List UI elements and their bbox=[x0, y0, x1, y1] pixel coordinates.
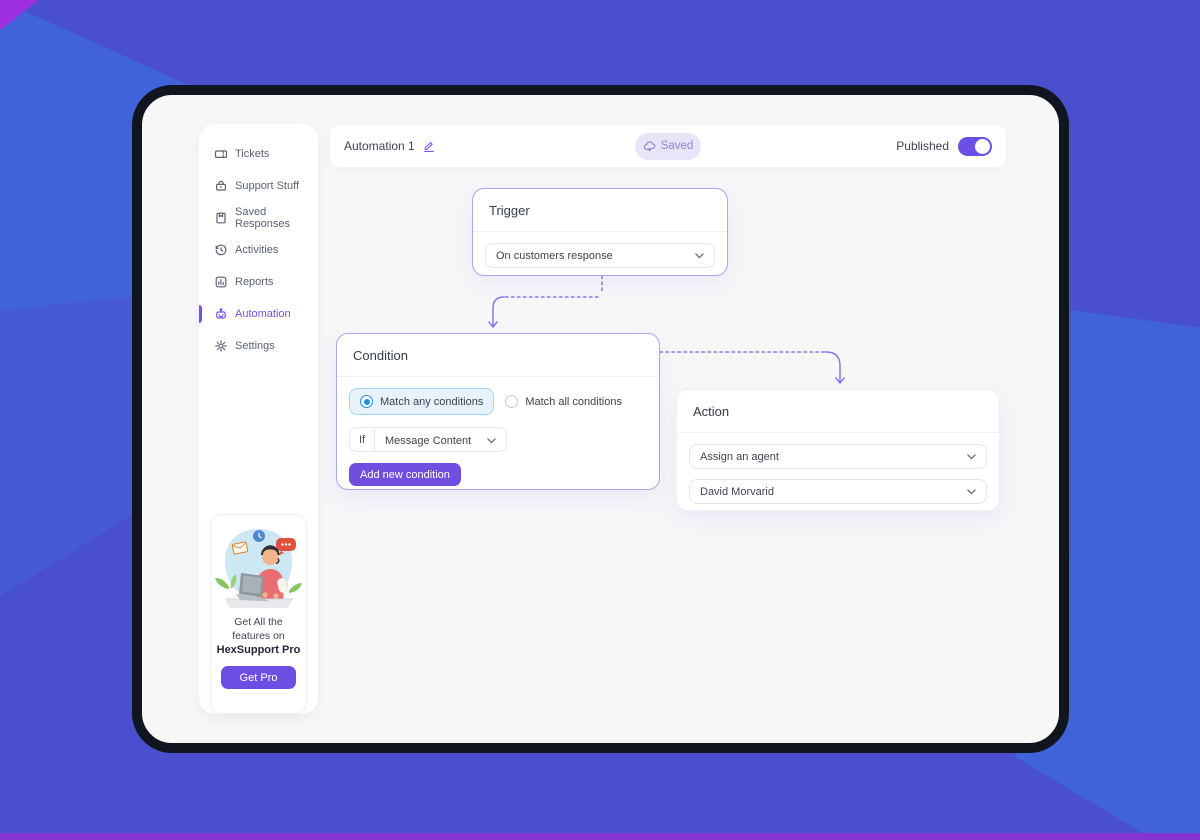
condition-card-header: Condition bbox=[337, 334, 659, 377]
sidebar-item-support-stuff[interactable]: Support Stuff bbox=[199, 170, 318, 202]
automation-header-bar: Automation 1 Saved Published bbox=[330, 125, 1006, 167]
chevron-down-icon bbox=[967, 453, 976, 459]
sidebar-item-label: Saved Responses bbox=[235, 206, 291, 230]
sidebar-item-label: Settings bbox=[235, 340, 275, 352]
action-type-select[interactable]: Assign an agent bbox=[689, 444, 987, 469]
sidebar-item-label: Activities bbox=[235, 244, 279, 256]
sidebar-item-activities[interactable]: Activities bbox=[199, 234, 318, 266]
sidebar-item-automation[interactable]: Automation bbox=[199, 298, 318, 330]
promo-line: Get All the bbox=[234, 616, 283, 628]
support-bag-icon bbox=[215, 180, 227, 191]
cloud-icon bbox=[643, 140, 656, 151]
pro-upsell-text: Get All the features on HexSupport Pro bbox=[211, 615, 306, 657]
support-agent-illustration bbox=[214, 529, 302, 608]
bg-strip bbox=[0, 833, 1200, 840]
robot-icon bbox=[216, 308, 226, 319]
sidebar: Tickets Support Stuff Saved Responses Ac… bbox=[199, 124, 318, 714]
active-indicator bbox=[199, 305, 202, 323]
edit-title-button[interactable] bbox=[422, 139, 436, 153]
radio-unselected-icon bbox=[505, 395, 519, 408]
pencil-icon bbox=[423, 142, 434, 152]
ticket-icon bbox=[214, 150, 228, 159]
sidebar-item-label: Automation bbox=[235, 308, 291, 320]
sidebar-item-label: Reports bbox=[235, 276, 274, 288]
add-new-condition-button[interactable]: Add new condition bbox=[349, 463, 461, 486]
radio-label: Match any conditions bbox=[380, 395, 484, 408]
if-label: If bbox=[350, 428, 375, 451]
condition-field-select[interactable]: Message Content bbox=[375, 428, 506, 451]
sidebar-item-saved-responses[interactable]: Saved Responses bbox=[199, 202, 318, 234]
action-agent-value: David Morvarid bbox=[700, 485, 774, 498]
match-any-conditions-radio[interactable]: Match any conditions bbox=[349, 388, 495, 415]
toggle-knob bbox=[975, 138, 990, 154]
radio-selected-icon bbox=[360, 395, 373, 408]
chevron-down-icon bbox=[695, 252, 704, 258]
saved-status-badge: Saved bbox=[635, 132, 701, 160]
sidebar-item-tickets[interactable]: Tickets bbox=[199, 138, 318, 170]
sidebar-item-reports[interactable]: Reports bbox=[199, 266, 318, 298]
match-all-conditions-radio[interactable]: Match all conditions bbox=[505, 395, 622, 408]
trigger-event-select[interactable]: On customers response bbox=[485, 243, 715, 268]
condition-field-value: Message Content bbox=[385, 434, 472, 447]
pro-upsell-card: Get All the features on HexSupport Pro G… bbox=[210, 514, 307, 714]
action-type-value: Assign an agent bbox=[700, 450, 779, 463]
radio-label: Match all conditions bbox=[525, 395, 622, 408]
trigger-card: Trigger On customers response bbox=[472, 188, 728, 276]
trigger-event-value: On customers response bbox=[496, 249, 613, 262]
saved-responses-icon bbox=[216, 212, 226, 224]
sidebar-item-settings[interactable]: Settings bbox=[199, 330, 318, 362]
bar-chart-icon bbox=[215, 276, 227, 288]
chevron-down-icon bbox=[967, 488, 976, 494]
automation-title: Automation 1 bbox=[344, 139, 415, 153]
get-pro-button[interactable]: Get Pro bbox=[221, 666, 296, 689]
promo-line-brand: HexSupport Pro bbox=[216, 644, 301, 656]
action-card-header: Action bbox=[677, 390, 999, 433]
condition-card: Condition Match any conditions Match all… bbox=[336, 333, 660, 490]
published-label: Published bbox=[896, 139, 949, 153]
published-toggle[interactable] bbox=[958, 136, 992, 156]
chevron-down-icon bbox=[487, 437, 496, 443]
promo-line: features on bbox=[232, 630, 285, 642]
sidebar-item-label: Support Stuff bbox=[235, 180, 300, 192]
history-icon bbox=[215, 244, 227, 256]
action-agent-select[interactable]: David Morvarid bbox=[689, 479, 987, 504]
action-card: Action Assign an agent David Morvarid bbox=[676, 389, 1000, 511]
sidebar-item-label: Tickets bbox=[235, 148, 270, 160]
gear-icon bbox=[215, 340, 227, 352]
condition-if-group: If Message Content bbox=[349, 427, 507, 452]
trigger-card-header: Trigger bbox=[473, 189, 727, 232]
saved-label: Saved bbox=[660, 140, 694, 152]
